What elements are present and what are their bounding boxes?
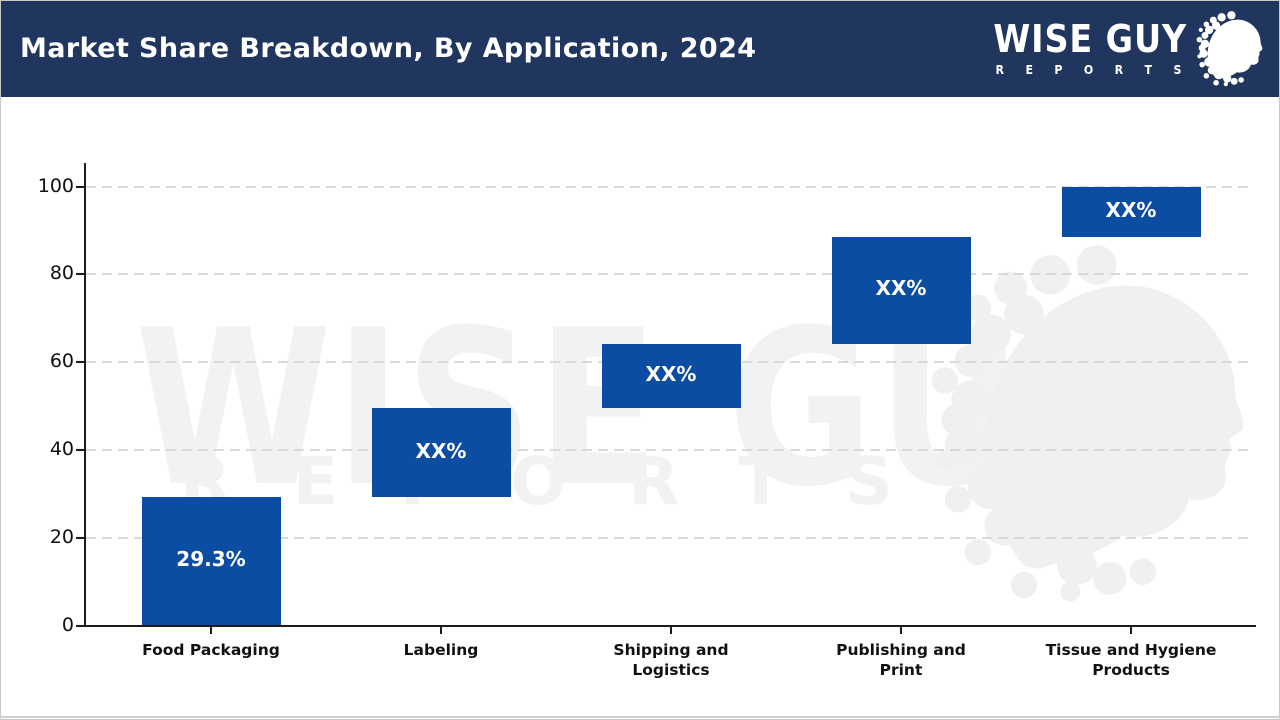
y-tick-label-20: 20 <box>49 525 74 548</box>
y-tick-mark-80 <box>76 273 84 276</box>
y-tick-mark-100 <box>76 185 84 188</box>
bar-tissue-and-hygiene-products: XX% <box>1061 186 1201 237</box>
gridline-y-40 <box>86 448 1253 451</box>
wiseguy-logo-text: WISE GUY R E P O R T S <box>990 17 1190 77</box>
y-tick-label-60: 60 <box>49 350 74 373</box>
x-tick-mark-1 <box>440 627 442 634</box>
bar-labeling: XX% <box>371 408 511 497</box>
bar-value-label: 29.3% <box>176 547 246 572</box>
y-tick-mark-0 <box>76 624 84 627</box>
x-tick-label-4: Tissue and Hygiene Products <box>1045 641 1217 680</box>
gridline-y-20 <box>86 536 1253 539</box>
y-tick-mark-60 <box>76 361 84 364</box>
gridline-y-100 <box>86 185 1253 188</box>
x-tick-label-0: Food Packaging <box>142 641 280 659</box>
x-tick-label-3: Publishing and Print <box>836 641 966 680</box>
y-tick-mark-40 <box>76 448 84 451</box>
bar-publishing-and-print: XX% <box>831 236 971 344</box>
bar-food-packaging: 29.3% <box>141 496 281 626</box>
x-tick-mark-4 <box>1130 627 1132 634</box>
x-tick-label-2: Shipping and Logistics <box>613 641 729 680</box>
gridline-y-80 <box>86 273 1253 276</box>
header-bar: Market Share Breakdown, By Application, … <box>0 0 1280 97</box>
y-tick-mark-20 <box>76 536 84 539</box>
bar-value-label: XX% <box>645 361 697 386</box>
wiseguy-logo: WISE GUY R E P O R T S <box>963 9 1280 89</box>
x-tick-label-1: Labeling <box>403 641 479 659</box>
wiseguy-logo-line2: R E P O R T S <box>995 61 1190 77</box>
bar-value-label: XX% <box>875 276 927 301</box>
x-tick-mark-2 <box>670 627 672 634</box>
y-axis-spine <box>84 163 86 627</box>
bar-value-label: XX% <box>1105 197 1157 222</box>
y-tick-label-80: 80 <box>49 262 74 285</box>
x-tick-mark-3 <box>900 627 902 634</box>
bottom-divider <box>0 716 1280 718</box>
y-tick-label-100: 100 <box>37 174 74 197</box>
wiseguy-face-icon <box>1196 10 1263 86</box>
chart-title: Market Share Breakdown, By Application, … <box>20 33 757 64</box>
y-tick-label-0: 0 <box>61 613 74 636</box>
bar-value-label: XX% <box>415 438 467 463</box>
x-tick-mark-0 <box>210 627 212 634</box>
bar-shipping-and-logistics: XX% <box>601 343 741 409</box>
wiseguy-logo-line1: WISE GUY <box>993 17 1187 62</box>
x-axis-spine <box>84 625 1256 627</box>
y-tick-label-40: 40 <box>49 437 74 460</box>
